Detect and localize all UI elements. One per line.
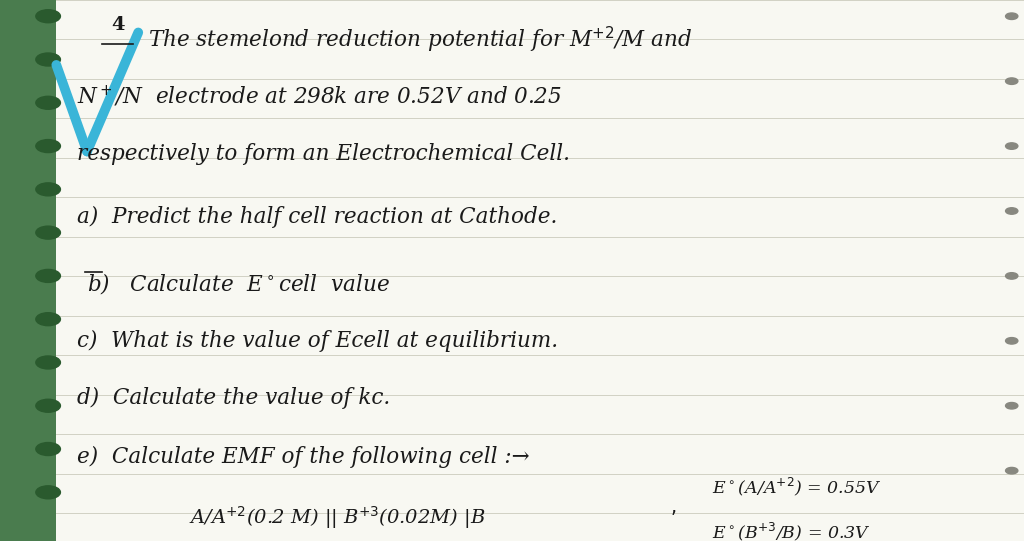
Circle shape (36, 140, 60, 153)
Text: N$^+$/N  electrode at 298k are 0.52V and 0.25: N$^+$/N electrode at 298k are 0.52V and … (77, 84, 561, 109)
Circle shape (1006, 143, 1018, 149)
Circle shape (1006, 208, 1018, 214)
Text: e)  Calculate EMF of the following cell :→: e) Calculate EMF of the following cell :… (77, 446, 529, 469)
Text: d)  Calculate the value of kc.: d) Calculate the value of kc. (77, 387, 390, 409)
Text: 4: 4 (111, 16, 125, 34)
Circle shape (36, 183, 60, 196)
Text: c)  What is the value of Ecell at equilibrium.: c) What is the value of Ecell at equilib… (77, 330, 558, 352)
Circle shape (1006, 13, 1018, 19)
Circle shape (36, 96, 60, 109)
Circle shape (36, 356, 60, 369)
Text: ,: , (671, 498, 677, 517)
Bar (0, 0, 56, 541)
Circle shape (36, 226, 60, 239)
Circle shape (36, 53, 60, 66)
Circle shape (1006, 403, 1018, 409)
Circle shape (1006, 273, 1018, 279)
Text: A/A$^{+2}$(0.2 M) || B$^{+3}$(0.02M) |B: A/A$^{+2}$(0.2 M) || B$^{+3}$(0.02M) |B (189, 504, 486, 531)
Circle shape (1006, 467, 1018, 474)
Circle shape (36, 10, 60, 23)
Circle shape (36, 269, 60, 282)
Circle shape (1006, 78, 1018, 84)
Circle shape (36, 443, 60, 456)
Circle shape (36, 313, 60, 326)
Text: b)   Calculate  E$^\circ$cell  value: b) Calculate E$^\circ$cell value (87, 270, 390, 295)
Text: The stemelond reduction potential for M$^{+2}$/M and: The stemelond reduction potential for M$… (148, 24, 692, 55)
Circle shape (36, 399, 60, 412)
Text: a)  Predict the half cell reaction at Cathode.: a) Predict the half cell reaction at Cat… (77, 206, 557, 228)
Circle shape (36, 486, 60, 499)
Circle shape (1006, 338, 1018, 344)
Text: respectively to form an Electrochemical Cell.: respectively to form an Electrochemical … (77, 143, 569, 166)
Text: E$^\circ$(A/A$^{+2}$) = 0.55V: E$^\circ$(A/A$^{+2}$) = 0.55V (712, 476, 881, 498)
Text: E$^\circ$(B$^{+3}$/B) = 0.3V: E$^\circ$(B$^{+3}$/B) = 0.3V (712, 520, 870, 541)
